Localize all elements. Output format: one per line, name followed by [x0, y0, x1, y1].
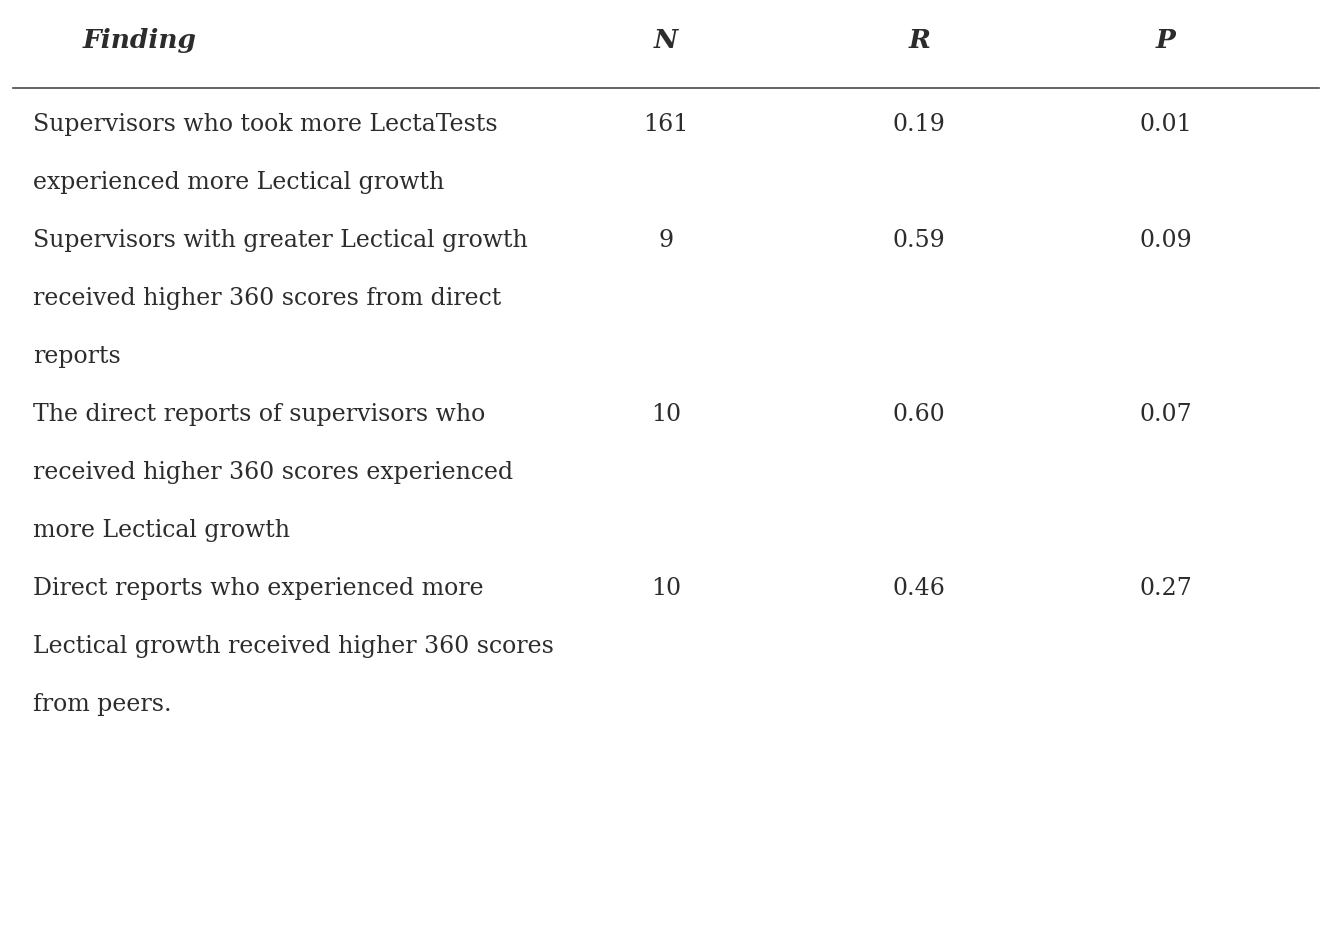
Text: received higher 360 scores from direct: received higher 360 scores from direct	[33, 287, 502, 310]
Text: Finding: Finding	[83, 28, 197, 53]
Text: 0.46: 0.46	[892, 577, 946, 600]
Text: P: P	[1156, 28, 1175, 53]
Text: 9: 9	[658, 229, 674, 252]
Text: 10: 10	[651, 403, 681, 426]
Text: Supervisors who took more LectaTests: Supervisors who took more LectaTests	[33, 113, 498, 136]
Text: N: N	[654, 28, 678, 53]
Text: more Lectical growth: more Lectical growth	[33, 519, 290, 542]
Text: 0.07: 0.07	[1139, 403, 1192, 426]
Text: 0.59: 0.59	[892, 229, 946, 252]
Text: 10: 10	[651, 577, 681, 600]
Text: The direct reports of supervisors who: The direct reports of supervisors who	[33, 403, 486, 426]
Text: experienced more Lectical growth: experienced more Lectical growth	[33, 171, 445, 194]
Text: Lectical growth received higher 360 scores: Lectical growth received higher 360 scor…	[33, 635, 554, 658]
Text: R: R	[908, 28, 930, 53]
Text: 0.60: 0.60	[892, 403, 946, 426]
Text: 0.27: 0.27	[1139, 577, 1192, 600]
Text: reports: reports	[33, 345, 121, 368]
Text: 0.01: 0.01	[1139, 113, 1192, 136]
Text: received higher 360 scores experienced: received higher 360 scores experienced	[33, 461, 513, 484]
Text: from peers.: from peers.	[33, 693, 172, 716]
Text: 0.19: 0.19	[892, 113, 946, 136]
Text: 0.09: 0.09	[1139, 229, 1192, 252]
Text: Supervisors with greater Lectical growth: Supervisors with greater Lectical growth	[33, 229, 527, 252]
Text: 161: 161	[643, 113, 689, 136]
Text: Direct reports who experienced more: Direct reports who experienced more	[33, 577, 484, 600]
